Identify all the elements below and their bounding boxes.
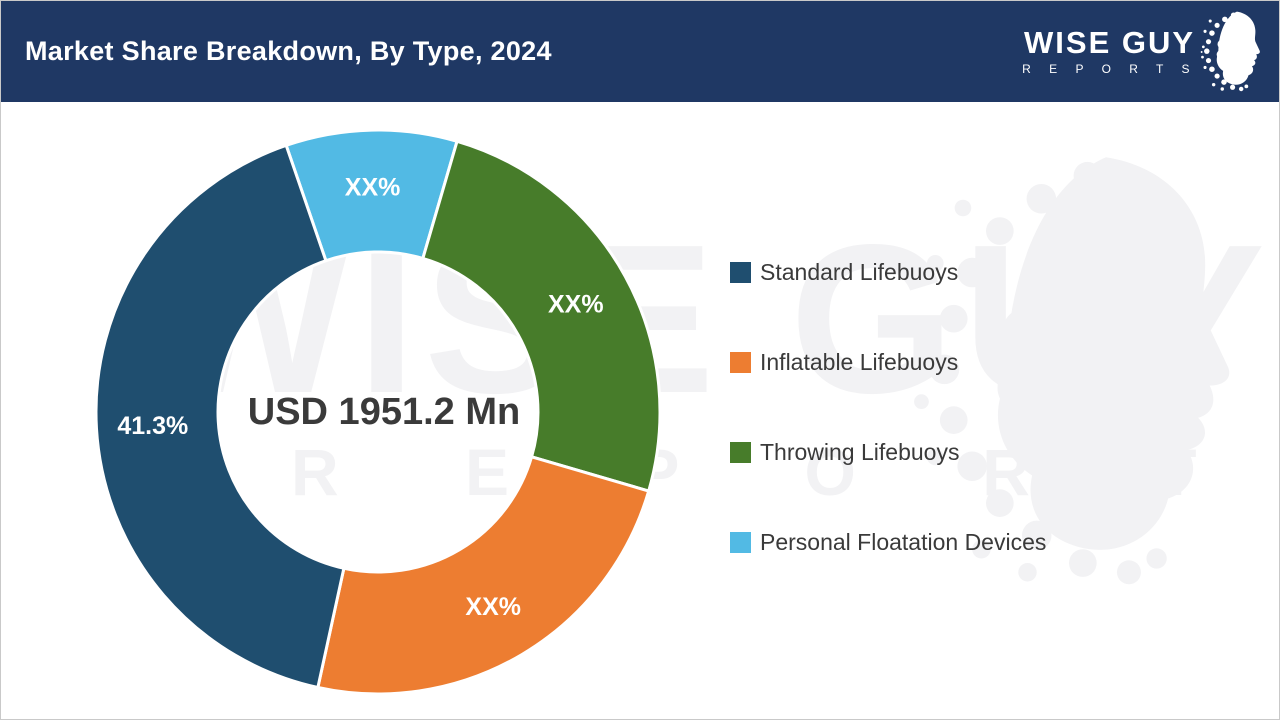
- legend-swatch: [730, 261, 751, 283]
- logo-reports-label: R E P O R T S: [1022, 62, 1197, 77]
- slice-label: XX%: [465, 593, 521, 621]
- logo-wordmark: WISE GUY: [1024, 24, 1196, 60]
- center-value: USD 1951.2 Mn: [248, 391, 520, 433]
- legend-label: Personal Floatation Devices: [760, 528, 1047, 555]
- legend-swatch: [730, 441, 751, 463]
- page-title: Market Share Breakdown, By Type, 2024: [25, 36, 552, 66]
- logo-wordmark-block: WISE GUY R E P O R T S: [1022, 24, 1197, 77]
- legend-item-standard-lifebuoys: Standard Lifebuoys: [730, 257, 1046, 287]
- legend-swatch: [730, 531, 751, 553]
- legend-item-throwing-lifebuoys: Throwing Lifebuoys: [730, 437, 1046, 467]
- legend-label: Standard Lifebuoys: [760, 258, 959, 285]
- donut-segment-inflatable-lifebuoys: [316, 455, 651, 696]
- donut-segment-throwing-lifebuoys: [421, 139, 662, 493]
- legend: Standard Lifebuoys Inflatable Lifebuoys Th…: [730, 257, 1046, 557]
- wiseguy-face-icon: [1199, 9, 1261, 95]
- wiseguy-logo: WISE GUY R E P O R T S: [1022, 9, 1261, 95]
- donut-segment-standard-lifebuoys: [94, 143, 346, 690]
- legend-item-personal-floatation-devices: Personal Floatation Devices: [730, 527, 1046, 557]
- legend-item-inflatable-lifebuoys: Inflatable Lifebuoys: [730, 347, 1046, 377]
- slice-label: XX%: [548, 291, 604, 319]
- legend-swatch: [730, 351, 751, 373]
- slice-label: 41.3%: [117, 412, 188, 440]
- legend-label: Inflatable Lifebuoys: [760, 348, 959, 375]
- slice-label: XX%: [345, 174, 401, 202]
- legend-label: Throwing Lifebuoys: [760, 438, 960, 465]
- header-bar: Market Share Breakdown, By Type, 2024 WI…: [1, 1, 1279, 102]
